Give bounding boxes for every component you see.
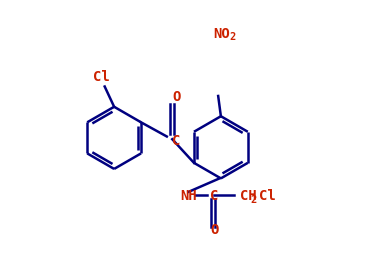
Text: CH: CH [240,189,256,203]
Text: Cl: Cl [259,189,275,203]
Text: NO: NO [213,27,229,41]
Text: O: O [210,223,218,237]
Text: 2: 2 [229,31,235,41]
Text: O: O [172,90,181,104]
Text: C: C [172,133,181,147]
Text: C: C [210,189,218,203]
Text: Cl: Cl [92,70,109,84]
Text: 2: 2 [251,195,257,205]
Text: NH: NH [180,189,197,203]
